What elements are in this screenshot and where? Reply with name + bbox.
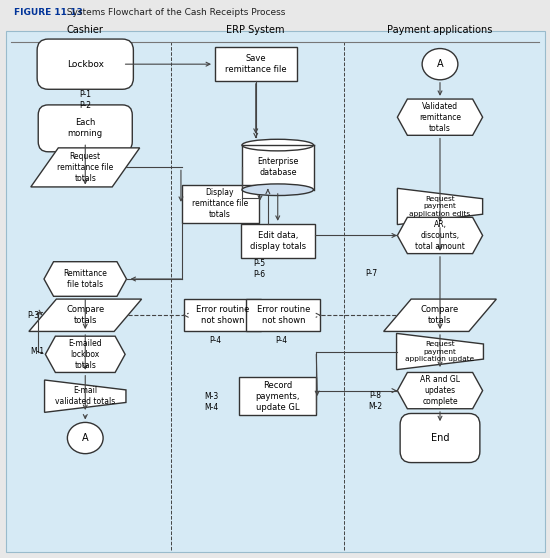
- Text: Error routine
not shown: Error routine not shown: [196, 305, 250, 325]
- FancyBboxPatch shape: [246, 299, 320, 331]
- Polygon shape: [384, 299, 497, 331]
- Text: Request
payment
application update: Request payment application update: [405, 341, 475, 362]
- Text: AR and GL
updates
complete: AR and GL updates complete: [420, 375, 460, 406]
- Text: Record
payments,
update GL: Record payments, update GL: [256, 381, 300, 412]
- FancyBboxPatch shape: [214, 47, 297, 81]
- Text: P-7: P-7: [365, 269, 377, 278]
- Text: Compare
totals: Compare totals: [66, 305, 104, 325]
- Text: P-4: P-4: [209, 336, 221, 345]
- Text: End: End: [431, 433, 449, 443]
- FancyBboxPatch shape: [400, 413, 480, 463]
- Text: A: A: [437, 59, 443, 69]
- Text: Compare
totals: Compare totals: [421, 305, 459, 325]
- FancyBboxPatch shape: [37, 39, 133, 89]
- FancyBboxPatch shape: [241, 224, 315, 258]
- Text: AR,
discounts,
total amount: AR, discounts, total amount: [415, 220, 465, 251]
- FancyBboxPatch shape: [182, 185, 258, 223]
- Polygon shape: [397, 189, 483, 224]
- Ellipse shape: [242, 184, 314, 195]
- FancyBboxPatch shape: [38, 105, 133, 152]
- Text: P-3: P-3: [27, 311, 39, 320]
- Polygon shape: [397, 334, 483, 369]
- Text: A: A: [82, 433, 89, 443]
- Ellipse shape: [422, 49, 458, 80]
- Polygon shape: [31, 148, 140, 187]
- Text: Validated
remittance
totals: Validated remittance totals: [419, 102, 461, 133]
- Text: Each
morning: Each morning: [68, 118, 103, 138]
- FancyBboxPatch shape: [242, 145, 314, 190]
- Polygon shape: [44, 262, 127, 296]
- Text: Request
remittance file
totals: Request remittance file totals: [57, 152, 113, 183]
- Text: Cashier: Cashier: [67, 25, 104, 35]
- Text: Enterprise
database: Enterprise database: [257, 157, 299, 177]
- Text: Request
payment
application edits: Request payment application edits: [409, 196, 471, 217]
- Text: Edit data,
display totals: Edit data, display totals: [250, 231, 306, 251]
- FancyBboxPatch shape: [239, 377, 316, 415]
- Text: P-4: P-4: [275, 336, 287, 345]
- Text: FIGURE 11.13: FIGURE 11.13: [14, 8, 82, 17]
- Text: P-5
P-6: P-5 P-6: [253, 259, 265, 279]
- Text: M-3
M-4: M-3 M-4: [205, 392, 219, 412]
- Ellipse shape: [242, 140, 314, 151]
- Polygon shape: [45, 380, 126, 412]
- Polygon shape: [29, 299, 142, 331]
- Polygon shape: [45, 336, 125, 373]
- Text: M-1: M-1: [30, 347, 44, 356]
- Polygon shape: [397, 218, 483, 253]
- Text: E-mail
validated totals: E-mail validated totals: [55, 386, 116, 406]
- Text: P-1
P-2: P-1 P-2: [79, 90, 91, 110]
- Text: Lockbox: Lockbox: [67, 60, 104, 69]
- Polygon shape: [397, 99, 483, 135]
- Text: Save
remittance file: Save remittance file: [225, 54, 287, 74]
- Text: ERP System: ERP System: [227, 25, 285, 35]
- Text: Error routine
not shown: Error routine not shown: [256, 305, 310, 325]
- Ellipse shape: [67, 422, 103, 454]
- Polygon shape: [397, 373, 483, 408]
- Text: Display
remittance file
totals: Display remittance file totals: [192, 188, 248, 219]
- FancyBboxPatch shape: [6, 31, 544, 552]
- Text: E-mailed
lockbox
totals: E-mailed lockbox totals: [68, 339, 102, 370]
- Text: Remittance
file totals: Remittance file totals: [63, 269, 107, 289]
- FancyBboxPatch shape: [184, 299, 261, 331]
- Text: Payment applications: Payment applications: [387, 25, 493, 35]
- Text: Systems Flowchart of the Cash Receipts Process: Systems Flowchart of the Cash Receipts P…: [60, 8, 285, 17]
- Text: P-8
M-2: P-8 M-2: [368, 391, 382, 411]
